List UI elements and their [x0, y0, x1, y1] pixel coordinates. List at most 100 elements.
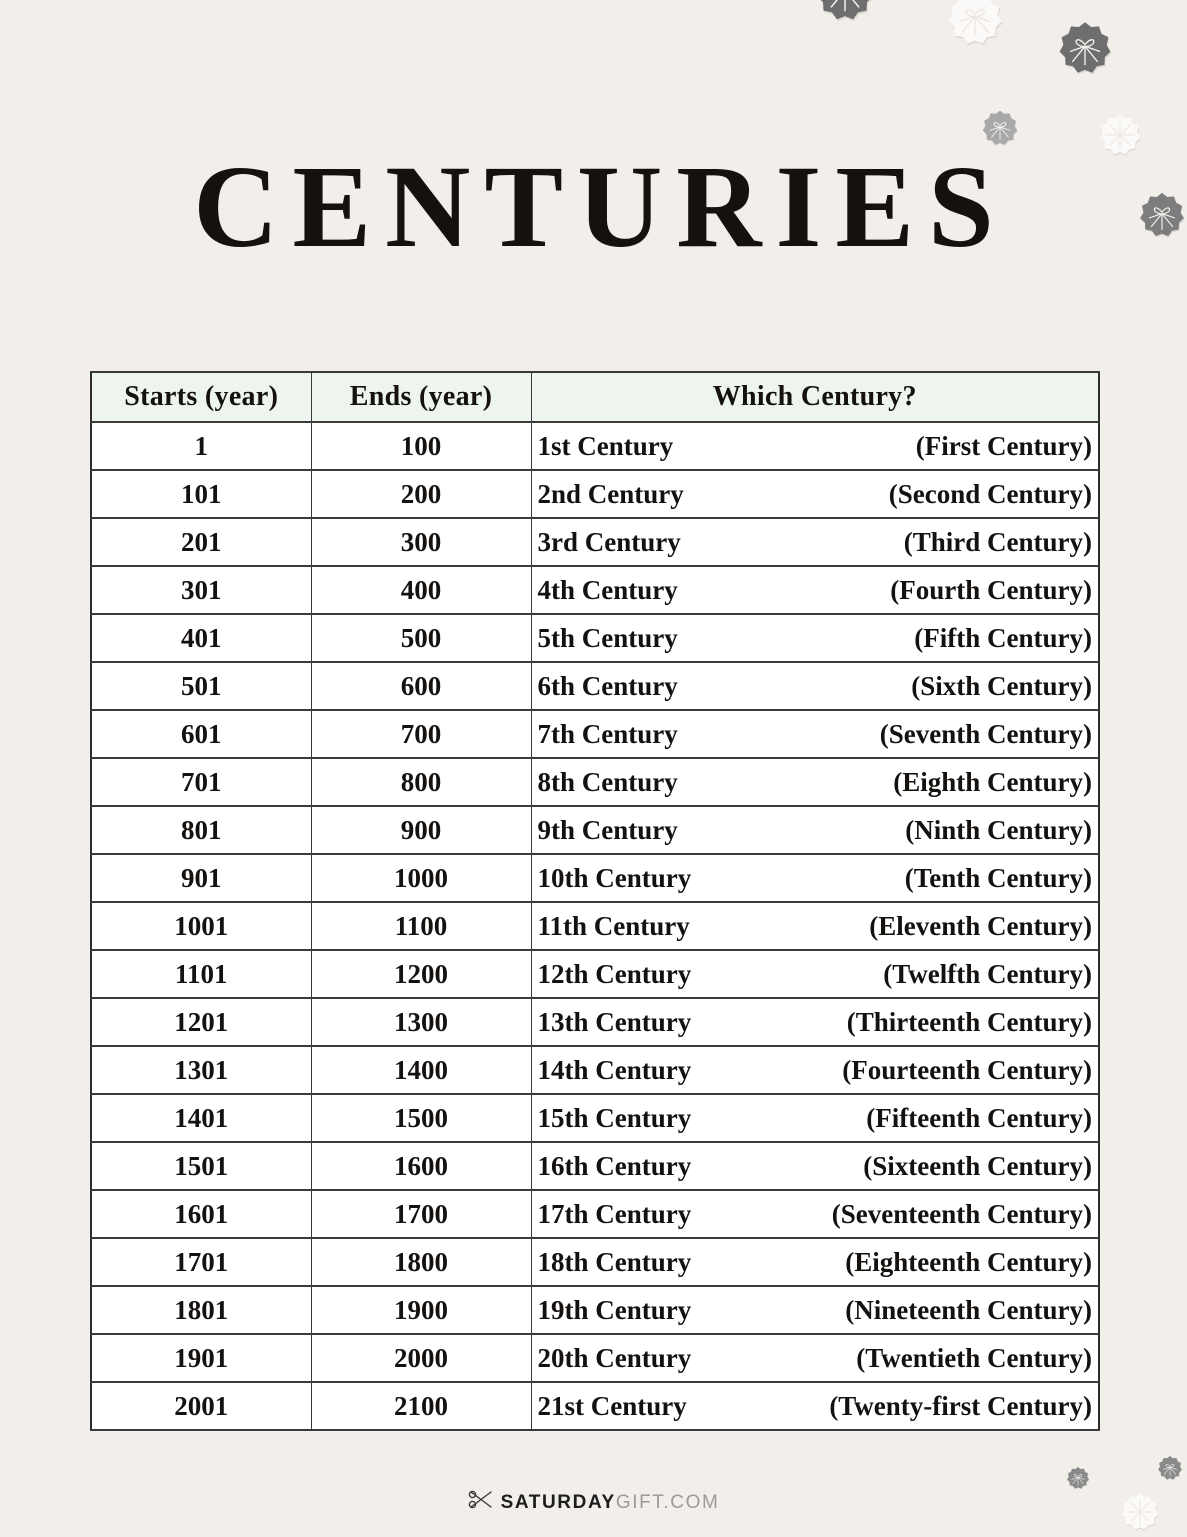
century-longform: (Second Century): [888, 478, 1092, 509]
cell-which-century: 15th Century (Fifteenth Century): [530, 1093, 1100, 1143]
cell-which-century: 3rd Century (Third Century): [530, 517, 1100, 567]
cell-which-century: 18th Century (Eighteenth Century): [530, 1237, 1100, 1287]
which-century-inner: 3rd Century (Third Century): [538, 527, 1093, 558]
scissors-icon: [468, 1488, 494, 1517]
which-century-inner: 9th Century (Ninth Century): [538, 815, 1093, 846]
cell-start-year: 1901: [90, 1333, 312, 1383]
cell-which-century: 10th Century (Tenth Century): [530, 853, 1100, 903]
which-century-inner: 13th Century (Thirteenth Century): [538, 1007, 1093, 1038]
cell-end-year: 2000: [310, 1333, 532, 1383]
cell-start-year: 401: [90, 613, 312, 663]
cell-start-year: 301: [90, 565, 312, 615]
century-ordinal: 14th Century: [537, 1054, 692, 1085]
cell-which-century: 4th Century (Fourth Century): [530, 565, 1100, 615]
cell-start-year: 1701: [90, 1237, 312, 1287]
brand-name-primary: SATURDAY: [500, 1492, 616, 1513]
flower-gray-3-icon: [1157, 1455, 1183, 1481]
which-century-inner: 12th Century (Twelfth Century): [538, 959, 1093, 990]
century-longform: (Fifteenth Century): [866, 1102, 1092, 1133]
column-header-which-century: Which Century?: [530, 371, 1100, 423]
century-longform: (Eighth Century): [893, 766, 1092, 797]
cell-start-year: 2001: [90, 1381, 312, 1431]
century-ordinal: 4th Century: [537, 574, 678, 605]
century-ordinal: 16th Century: [537, 1150, 692, 1181]
cell-start-year: 201: [90, 517, 312, 567]
cell-which-century: 5th Century (Fifth Century): [530, 613, 1100, 663]
cell-start-year: 501: [90, 661, 312, 711]
which-century-inner: 11th Century (Eleventh Century): [538, 911, 1093, 942]
cell-start-year: 1001: [90, 901, 312, 951]
century-longform: (Ninth Century): [905, 814, 1092, 845]
cell-end-year: 1300: [310, 997, 532, 1047]
table-row: 101 200 2nd Century (Second Century): [90, 469, 1100, 519]
table-row: 1101 1200 12th Century (Twelfth Century): [90, 949, 1100, 999]
century-ordinal: 21st Century: [537, 1390, 687, 1421]
cell-which-century: 6th Century (Sixth Century): [530, 661, 1100, 711]
flower-gray-2-icon: [1066, 1466, 1090, 1490]
cell-which-century: 17th Century (Seventeenth Century): [530, 1189, 1100, 1239]
cell-end-year: 1700: [310, 1189, 532, 1239]
table-row: 201 300 3rd Century (Third Century): [90, 517, 1100, 567]
cell-end-year: 1600: [310, 1141, 532, 1191]
cell-end-year: 1100: [310, 901, 532, 951]
which-century-inner: 4th Century (Fourth Century): [538, 575, 1093, 606]
century-longform: (Seventh Century): [879, 718, 1092, 749]
cell-start-year: 1801: [90, 1285, 312, 1335]
centuries-table: Starts (year) Ends (year) Which Century?…: [90, 371, 1100, 1431]
table-row: 1701 1800 18th Century (Eighteenth Century): [90, 1237, 1100, 1287]
table-row: 501 600 6th Century (Sixth Century): [90, 661, 1100, 711]
cell-start-year: 801: [90, 805, 312, 855]
cell-which-century: 19th Century (Nineteenth Century): [530, 1285, 1100, 1335]
cell-end-year: 2100: [310, 1381, 532, 1431]
century-ordinal: 9th Century: [537, 814, 678, 845]
cell-start-year: 1401: [90, 1093, 312, 1143]
table-row: 1801 1900 19th Century (Nineteenth Century): [90, 1285, 1100, 1335]
which-century-inner: 17th Century (Seventeenth Century): [538, 1199, 1093, 1230]
cell-end-year: 1500: [310, 1093, 532, 1143]
century-ordinal: 17th Century: [537, 1198, 692, 1229]
cell-start-year: 1301: [90, 1045, 312, 1095]
cell-start-year: 1201: [90, 997, 312, 1047]
which-century-inner: 19th Century (Nineteenth Century): [538, 1295, 1093, 1326]
cell-which-century: 21st Century (Twenty-first Century): [530, 1381, 1100, 1431]
cell-which-century: 16th Century (Sixteenth Century): [530, 1141, 1100, 1191]
column-header-starts: Starts (year): [90, 371, 312, 423]
which-century-inner: 8th Century (Eighth Century): [538, 767, 1093, 798]
table-header-row: Starts (year) Ends (year) Which Century?: [90, 371, 1100, 423]
table-row: 801 900 9th Century (Ninth Century): [90, 805, 1100, 855]
cell-start-year: 1: [90, 421, 312, 471]
cell-end-year: 1000: [310, 853, 532, 903]
century-longform: (Thirteenth Century): [846, 1006, 1092, 1037]
century-longform: (Tenth Century): [904, 862, 1092, 893]
table-row: 1401 1500 15th Century (Fifteenth Century): [90, 1093, 1100, 1143]
which-century-inner: 2nd Century (Second Century): [538, 479, 1093, 510]
which-century-inner: 6th Century (Sixth Century): [538, 671, 1093, 702]
which-century-inner: 7th Century (Seventh Century): [538, 719, 1093, 750]
century-longform: (First Century): [915, 430, 1092, 461]
table-row: 1 100 1st Century (First Century): [90, 421, 1100, 471]
century-longform: (Fourth Century): [890, 574, 1092, 605]
which-century-inner: 14th Century (Fourteenth Century): [538, 1055, 1093, 1086]
footer-brand-logo: SATURDAYGIFT.COM: [0, 1488, 1187, 1517]
which-century-inner: 1st Century (First Century): [538, 431, 1093, 462]
table-header: Starts (year) Ends (year) Which Century?: [90, 371, 1100, 423]
which-century-inner: 18th Century (Eighteenth Century): [538, 1247, 1093, 1278]
cell-end-year: 1400: [310, 1045, 532, 1095]
table-row: 1501 1600 16th Century (Sixteenth Century): [90, 1141, 1100, 1191]
cell-which-century: 1st Century (First Century): [530, 421, 1100, 471]
century-longform: (Twenty-first Century): [829, 1390, 1092, 1421]
centuries-table-container: Starts (year) Ends (year) Which Century?…: [90, 371, 1100, 1431]
table-row: 701 800 8th Century (Eighth Century): [90, 757, 1100, 807]
flower-dark-1-icon: [814, 0, 876, 23]
century-ordinal: 15th Century: [537, 1102, 692, 1133]
cell-start-year: 101: [90, 469, 312, 519]
century-longform: (Fifth Century): [914, 622, 1092, 653]
table-row: 1201 1300 13th Century (Thirteenth Century): [90, 997, 1100, 1047]
table-row: 1901 2000 20th Century (Twentieth Century): [90, 1333, 1100, 1383]
table-row: 901 1000 10th Century (Tenth Century): [90, 853, 1100, 903]
cell-which-century: 12th Century (Twelfth Century): [530, 949, 1100, 999]
cell-which-century: 2nd Century (Second Century): [530, 469, 1100, 519]
century-ordinal: 8th Century: [537, 766, 678, 797]
which-century-inner: 15th Century (Fifteenth Century): [538, 1103, 1093, 1134]
cell-start-year: 1501: [90, 1141, 312, 1191]
